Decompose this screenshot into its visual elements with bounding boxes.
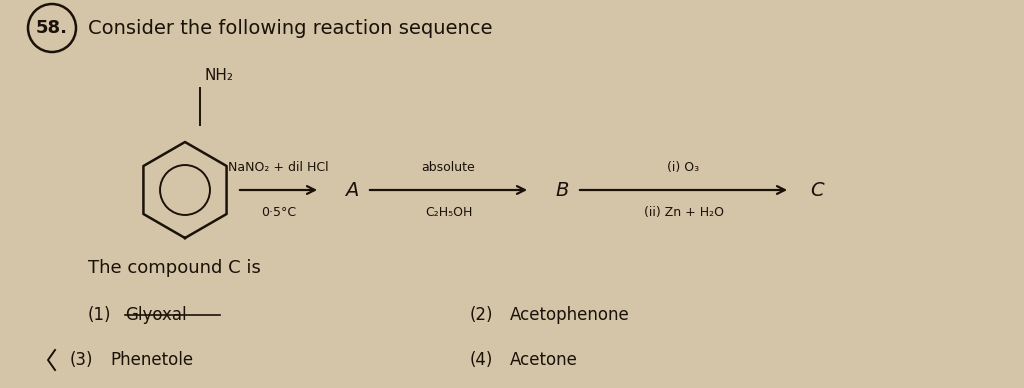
Text: Acetone: Acetone [510, 351, 578, 369]
Text: Acetophenone: Acetophenone [510, 306, 630, 324]
Text: Phenetole: Phenetole [110, 351, 194, 369]
Text: C: C [810, 180, 823, 199]
Text: absolute: absolute [422, 161, 475, 174]
Text: 58.: 58. [36, 19, 68, 37]
Text: 0·5°C: 0·5°C [261, 206, 296, 219]
Text: C₂H₅OH: C₂H₅OH [425, 206, 472, 219]
Text: A: A [345, 180, 358, 199]
Text: Glyoxal: Glyoxal [125, 306, 186, 324]
Text: B: B [555, 180, 568, 199]
Text: The compound C is: The compound C is [88, 259, 261, 277]
Text: (4): (4) [470, 351, 494, 369]
Text: (1): (1) [88, 306, 112, 324]
Text: NaNO₂ + dil HCl: NaNO₂ + dil HCl [228, 161, 329, 174]
Text: (3): (3) [70, 351, 93, 369]
Text: (ii) Zn + H₂O: (ii) Zn + H₂O [643, 206, 724, 219]
Text: (2): (2) [470, 306, 494, 324]
Text: NH₂: NH₂ [205, 68, 234, 83]
Text: Consider the following reaction sequence: Consider the following reaction sequence [88, 19, 493, 38]
Text: (i) O₃: (i) O₃ [668, 161, 699, 174]
